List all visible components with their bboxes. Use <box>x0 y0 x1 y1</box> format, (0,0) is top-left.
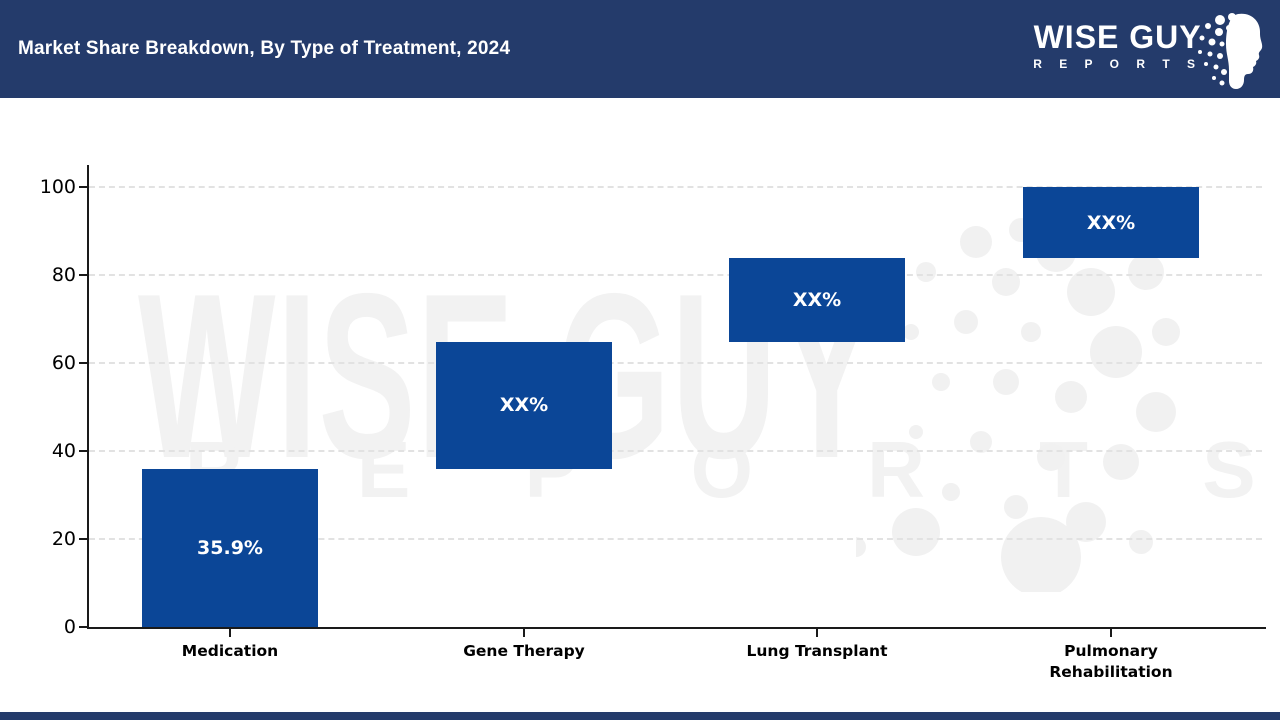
y-tick-mark <box>79 626 88 628</box>
logo-wiseguy-label: WISE GUY <box>1033 19 1202 55</box>
x-tick-mark <box>229 629 231 637</box>
y-tick-label: 60 <box>51 352 76 374</box>
x-category-label: Medication <box>115 641 345 662</box>
y-tick-mark <box>79 538 88 540</box>
x-category-label-line: Medication <box>181 642 279 660</box>
x-axis-line <box>87 627 1266 629</box>
logo-reports-label: R E P O R T S <box>1033 57 1202 71</box>
x-tick-mark <box>816 629 818 637</box>
y-tick-label: 40 <box>51 440 76 462</box>
bar-value-label: 35.9% <box>197 537 263 560</box>
bar-value-label: XX% <box>1086 211 1136 234</box>
x-category-label: Gene Therapy <box>409 641 639 662</box>
x-tick-mark <box>1110 629 1112 637</box>
logo-face-icon <box>1198 13 1263 89</box>
wise-guy-reports-logo: WISE GUY R E P O R T S <box>1016 8 1264 92</box>
y-tick-label: 80 <box>51 264 76 286</box>
x-tick-mark <box>523 629 525 637</box>
x-category-label-line: Rehabilitation <box>1049 663 1173 681</box>
logo-text: WISE GUY R E P O R T S <box>1033 20 1202 72</box>
gridline <box>89 362 1262 364</box>
y-tick-mark <box>79 450 88 452</box>
bar-value-label: XX% <box>792 289 842 312</box>
gridline <box>89 538 1262 540</box>
page-title: Market Share Breakdown, By Type of Treat… <box>18 38 511 59</box>
y-tick-label: 20 <box>51 528 76 550</box>
x-category-label-line: Gene Therapy <box>463 642 585 660</box>
header-bar: Market Share Breakdown, By Type of Treat… <box>0 0 1280 98</box>
x-category-label-line: Lung Transplant <box>746 642 888 660</box>
bar-value-label: XX% <box>499 394 549 417</box>
y-tick-label: 0 <box>63 616 76 638</box>
gridline <box>89 274 1262 276</box>
bar-segment <box>729 258 905 342</box>
footer-bar <box>0 712 1280 720</box>
bar-segment <box>436 341 612 470</box>
y-tick-mark <box>79 274 88 276</box>
x-category-label-line: Pulmonary <box>1064 642 1158 660</box>
x-category-label: Pulmonary Rehabilitation <box>996 641 1226 683</box>
gridline <box>89 450 1262 452</box>
y-axis-line <box>87 165 89 629</box>
x-category-label: Lung Transplant <box>702 641 932 662</box>
bar-segment <box>142 469 318 627</box>
y-tick-mark <box>79 362 88 364</box>
y-tick-label: 100 <box>39 176 76 198</box>
gridline <box>89 186 1262 188</box>
y-tick-mark <box>79 186 88 188</box>
